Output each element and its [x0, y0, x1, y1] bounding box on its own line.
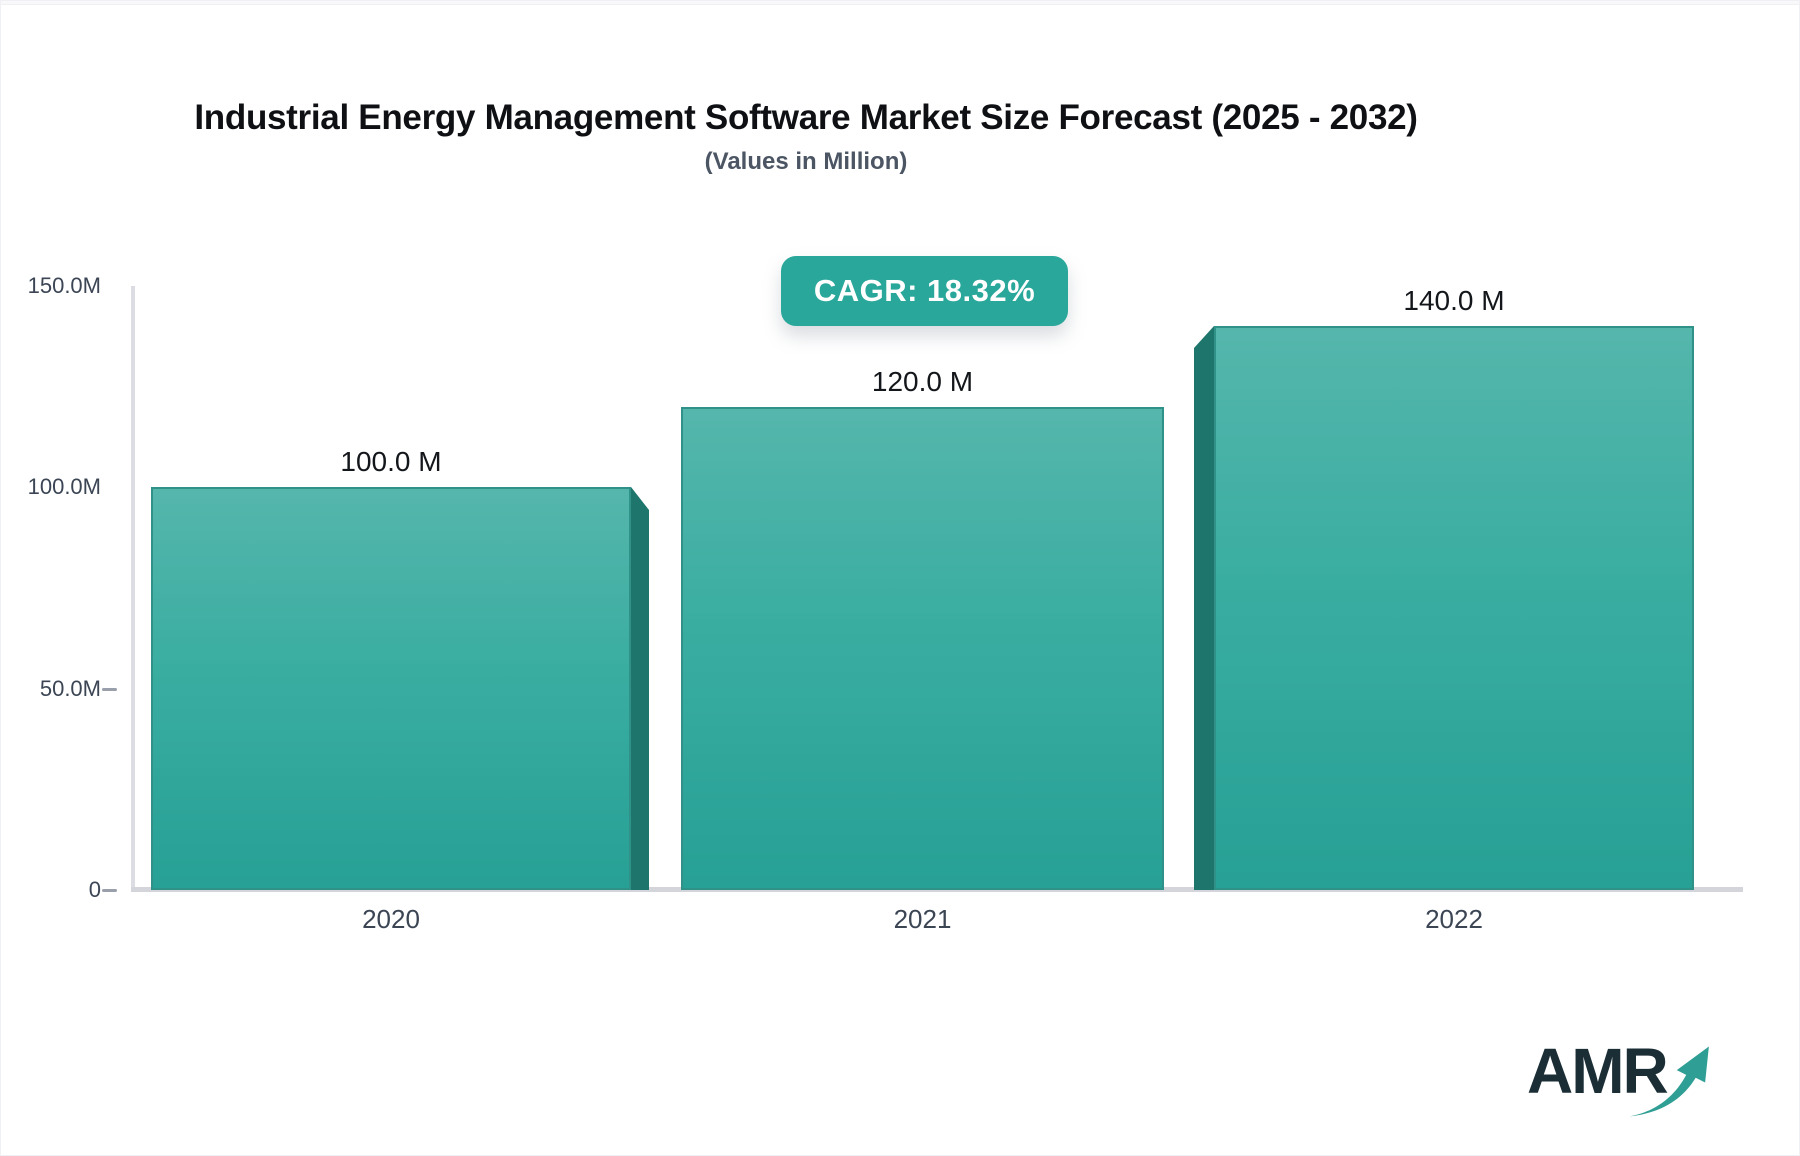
bar-value-label: 140.0 M: [1403, 285, 1505, 316]
bar[interactable]: [1214, 326, 1694, 890]
y-tick-label: 50.0M: [39, 675, 101, 701]
y-tick-label: 0: [88, 877, 101, 902]
top-border-strip: [1, 1, 1799, 5]
y-tick-dash: [102, 687, 117, 691]
bar-value-label: 100.0 M: [340, 446, 442, 477]
y-axis-line: [131, 286, 135, 890]
bar-value-label: 120.0 M: [871, 366, 974, 397]
growth-arrow-icon: [1629, 1046, 1709, 1117]
amr-logo: AMR: [1527, 1031, 1727, 1121]
y-tick-label: 100.0M: [27, 474, 101, 500]
chart-subtitle: (Values in Million): [704, 148, 908, 175]
x-tick-label: 2020: [362, 904, 420, 934]
bar-side-face: [631, 487, 649, 890]
bar[interactable]: [151, 487, 631, 890]
bar[interactable]: [681, 407, 1164, 890]
bar-side-face: [1194, 326, 1214, 890]
y-tick-dash: [102, 889, 117, 892]
chart-title: Industrial Energy Management Software Ma…: [194, 98, 1418, 137]
amr-logo-text: AMR: [1527, 1035, 1669, 1107]
cagr-badge: CAGR: 18.32%: [781, 256, 1068, 326]
x-tick-label: 2022: [1425, 904, 1483, 934]
y-tick-label: 150.0M: [27, 273, 101, 298]
x-tick-label: 2021: [893, 904, 952, 934]
